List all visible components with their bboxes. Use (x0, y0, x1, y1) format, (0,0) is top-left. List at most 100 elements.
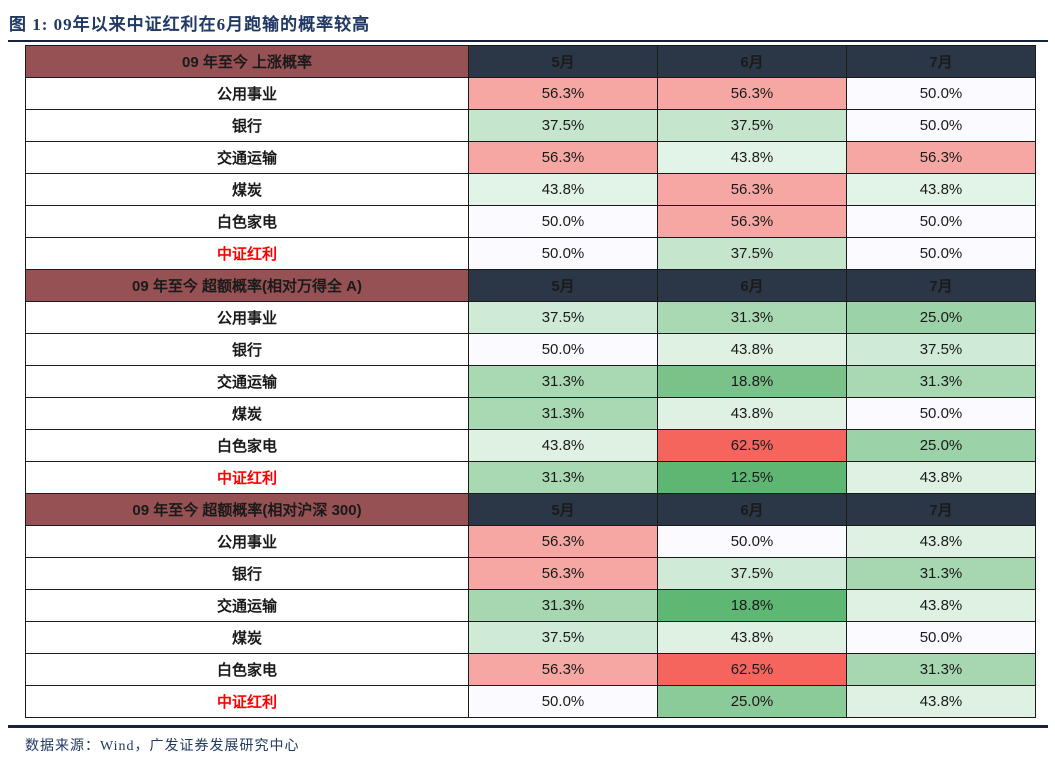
row-label: 中证红利 (25, 237, 469, 270)
value-cell: 50.0% (846, 621, 1036, 654)
row-label: 银行 (25, 109, 469, 142)
month-header: 6月 (657, 269, 847, 302)
value-cell: 56.3% (846, 141, 1036, 174)
table-row: 煤炭 37.5% 43.8% 50.0% (25, 621, 1036, 654)
value-cell: 12.5% (657, 461, 847, 494)
value-cell: 56.3% (468, 77, 658, 110)
value-cell: 31.3% (468, 397, 658, 430)
month-header: 5月 (468, 269, 658, 302)
row-label: 交通运输 (25, 141, 469, 174)
row-label: 公用事业 (25, 77, 469, 110)
table-row: 白色家电 43.8% 62.5% 25.0% (25, 429, 1036, 462)
month-header: 7月 (846, 493, 1036, 526)
value-cell: 37.5% (468, 301, 658, 334)
value-cell: 50.0% (846, 109, 1036, 142)
row-label: 银行 (25, 557, 469, 590)
value-cell: 56.3% (468, 557, 658, 590)
data-source-note: 数据来源：Wind，广发证券发展研究中心 (25, 739, 300, 754)
table-row: 中证红利 31.3% 12.5% 43.8% (25, 461, 1036, 494)
value-cell: 37.5% (657, 109, 847, 142)
row-label: 煤炭 (25, 621, 469, 654)
title-divider (8, 40, 1048, 42)
section-title: 09 年至今 超额概率(相对沪深 300) (25, 493, 469, 526)
section-header-row: 09 年至今 超额概率(相对万得全 A) 5月 6月 7月 (25, 269, 1036, 302)
figure-bottom-divider (8, 725, 1048, 728)
table-row: 银行 37.5% 37.5% 50.0% (25, 109, 1036, 142)
row-label: 公用事业 (25, 525, 469, 558)
row-label: 白色家电 (25, 429, 469, 462)
table-row: 中证红利 50.0% 37.5% 50.0% (25, 237, 1036, 270)
value-cell: 31.3% (657, 301, 847, 334)
probability-table-body: 09 年至今 上涨概率 5月 6月 7月 公用事业 56.3% 56.3% 50.0% 银行 37… (25, 45, 1036, 718)
table-row: 中证红利 50.0% 25.0% 43.8% (25, 685, 1036, 718)
value-cell: 43.8% (657, 621, 847, 654)
month-header: 5月 (468, 493, 658, 526)
value-cell: 43.8% (846, 461, 1036, 494)
value-cell: 56.3% (468, 653, 658, 686)
month-header: 5月 (468, 45, 658, 78)
row-label: 公用事业 (25, 301, 469, 334)
value-cell: 62.5% (657, 429, 847, 462)
value-cell: 50.0% (468, 205, 658, 238)
table-row: 煤炭 43.8% 56.3% 43.8% (25, 173, 1036, 206)
section-header-row: 09 年至今 上涨概率 5月 6月 7月 (25, 45, 1036, 78)
value-cell: 37.5% (657, 557, 847, 590)
table-row: 交通运输 31.3% 18.8% 31.3% (25, 365, 1036, 398)
value-cell: 31.3% (846, 365, 1036, 398)
row-label: 交通运输 (25, 365, 469, 398)
section-header-row: 09 年至今 超额概率(相对沪深 300) 5月 6月 7月 (25, 493, 1036, 526)
value-cell: 43.8% (846, 685, 1036, 718)
value-cell: 56.3% (468, 525, 658, 558)
value-cell: 43.8% (846, 525, 1036, 558)
value-cell: 50.0% (468, 333, 658, 366)
value-cell: 50.0% (468, 237, 658, 270)
value-cell: 56.3% (468, 141, 658, 174)
row-label: 煤炭 (25, 173, 469, 206)
value-cell: 50.0% (846, 237, 1036, 270)
value-cell: 43.8% (657, 397, 847, 430)
value-cell: 18.8% (657, 365, 847, 398)
value-cell: 37.5% (846, 333, 1036, 366)
value-cell: 56.3% (657, 173, 847, 206)
month-header: 6月 (657, 493, 847, 526)
table-row: 白色家电 56.3% 62.5% 31.3% (25, 653, 1036, 686)
value-cell: 37.5% (468, 621, 658, 654)
value-cell: 50.0% (468, 685, 658, 718)
section-title: 09 年至今 上涨概率 (25, 45, 469, 78)
table-row: 银行 56.3% 37.5% 31.3% (25, 557, 1036, 590)
value-cell: 25.0% (846, 301, 1036, 334)
table-row: 银行 50.0% 43.8% 37.5% (25, 333, 1036, 366)
value-cell: 56.3% (657, 205, 847, 238)
value-cell: 43.8% (846, 589, 1036, 622)
value-cell: 43.8% (468, 173, 658, 206)
value-cell: 31.3% (846, 557, 1036, 590)
row-label: 白色家电 (25, 653, 469, 686)
value-cell: 43.8% (657, 333, 847, 366)
value-cell: 43.8% (468, 429, 658, 462)
row-label: 白色家电 (25, 205, 469, 238)
table-row: 公用事业 56.3% 50.0% 43.8% (25, 525, 1036, 558)
value-cell: 18.8% (657, 589, 847, 622)
table-row: 交通运输 56.3% 43.8% 56.3% (25, 141, 1036, 174)
month-header: 7月 (846, 269, 1036, 302)
value-cell: 31.3% (468, 365, 658, 398)
probability-table: 09 年至今 上涨概率 5月 6月 7月 公用事业 56.3% 56.3% 50.0% 银行 37… (25, 45, 1036, 718)
value-cell: 50.0% (846, 205, 1036, 238)
table-row: 煤炭 31.3% 43.8% 50.0% (25, 397, 1036, 430)
figure-title: 图 1: 09年以来中证红利在6月跑输的概率较高 (9, 15, 371, 34)
row-label: 银行 (25, 333, 469, 366)
section-title: 09 年至今 超额概率(相对万得全 A) (25, 269, 469, 302)
value-cell: 25.0% (846, 429, 1036, 462)
value-cell: 25.0% (657, 685, 847, 718)
value-cell: 37.5% (657, 237, 847, 270)
value-cell: 43.8% (657, 141, 847, 174)
row-label: 中证红利 (25, 685, 469, 718)
value-cell: 62.5% (657, 653, 847, 686)
row-label: 中证红利 (25, 461, 469, 494)
table-row: 交通运输 31.3% 18.8% 43.8% (25, 589, 1036, 622)
value-cell: 50.0% (846, 77, 1036, 110)
value-cell: 31.3% (468, 589, 658, 622)
table-row: 白色家电 50.0% 56.3% 50.0% (25, 205, 1036, 238)
value-cell: 50.0% (846, 397, 1036, 430)
month-header: 6月 (657, 45, 847, 78)
